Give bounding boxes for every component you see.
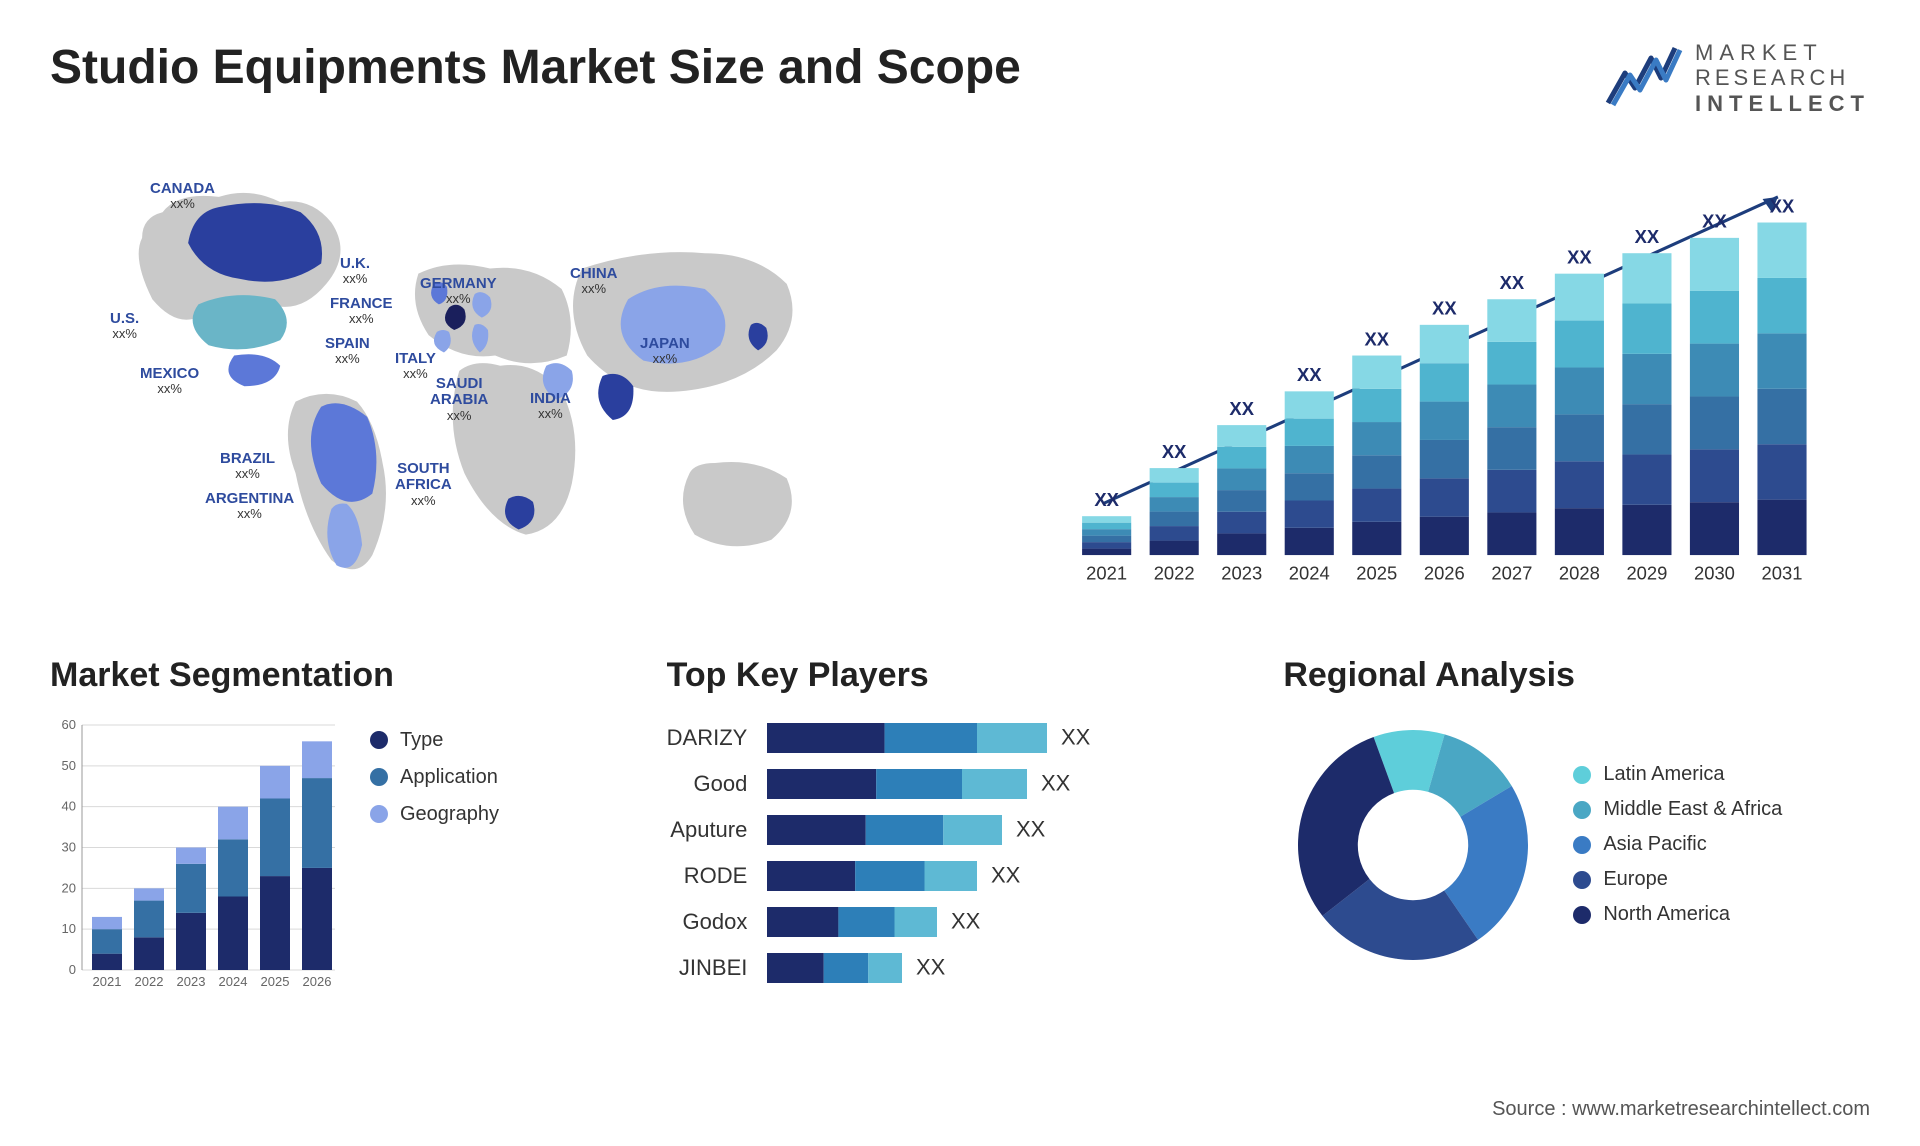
player-label-good: Good — [667, 761, 748, 807]
region-legend-middle-east-africa: Middle East & Africa — [1573, 798, 1782, 821]
svg-text:60: 60 — [62, 717, 76, 732]
segmentation-title: Market Segmentation — [50, 656, 637, 695]
svg-text:XX: XX — [1635, 226, 1660, 247]
regional-chart — [1283, 715, 1543, 975]
svg-text:XX: XX — [1365, 328, 1390, 349]
svg-text:XX: XX — [1162, 441, 1187, 462]
regional-title: Regional Analysis — [1283, 656, 1870, 695]
svg-text:40: 40 — [62, 799, 76, 814]
seg-legend-application: Application — [370, 766, 499, 789]
players-labels: DARIZYGoodAputureRODEGodoxJINBEI — [667, 715, 748, 991]
player-label-jinbei: JINBEI — [667, 945, 748, 991]
svg-text:2023: 2023 — [1221, 563, 1262, 584]
svg-text:XX: XX — [991, 862, 1021, 887]
svg-text:10: 10 — [62, 921, 76, 936]
svg-text:2031: 2031 — [1762, 563, 1803, 584]
svg-text:2022: 2022 — [135, 974, 164, 989]
seg-legend-type: Type — [370, 729, 499, 752]
map-label-china: CHINAxx% — [570, 266, 618, 297]
svg-text:2021: 2021 — [1086, 563, 1127, 584]
player-label-godox: Godox — [667, 899, 748, 945]
svg-text:2028: 2028 — [1559, 563, 1600, 584]
players-panel: Top Key Players DARIZYGoodAputureRODEGod… — [667, 656, 1254, 1005]
svg-text:2027: 2027 — [1491, 563, 1532, 584]
map-label-us: U.S.xx% — [110, 311, 139, 342]
players-title: Top Key Players — [667, 656, 1254, 695]
svg-text:30: 30 — [62, 839, 76, 854]
map-label-uk: U.K.xx% — [340, 256, 370, 287]
player-label-aputure: Aputure — [667, 807, 748, 853]
svg-text:XX: XX — [1016, 816, 1046, 841]
regional-legend: Latin America Middle East & Africa Asia Pa… — [1573, 751, 1782, 938]
regional-panel: Regional Analysis Latin America Middle Ea… — [1283, 656, 1870, 1005]
map-label-saudi: SAUDIARABIAxx% — [430, 376, 488, 423]
region-legend-europe: Europe — [1573, 868, 1782, 891]
svg-text:2023: 2023 — [177, 974, 206, 989]
svg-text:XX: XX — [1041, 770, 1071, 795]
region-legend-asia-pacific: Asia Pacific — [1573, 833, 1782, 856]
svg-text:50: 50 — [62, 758, 76, 773]
svg-text:2024: 2024 — [1289, 563, 1330, 584]
map-label-germany: GERMANYxx% — [420, 276, 497, 307]
svg-text:XX: XX — [1094, 489, 1119, 510]
svg-text:2025: 2025 — [1356, 563, 1397, 584]
svg-text:2021: 2021 — [93, 974, 122, 989]
svg-text:XX: XX — [1770, 195, 1795, 216]
logo-line2: RESEARCH — [1695, 65, 1870, 90]
svg-text:0: 0 — [69, 962, 76, 977]
map-label-canada: CANADAxx% — [150, 181, 215, 212]
logo-icon — [1603, 43, 1683, 113]
map-label-southafrica: SOUTHAFRICAxx% — [395, 461, 452, 508]
logo-line1: MARKET — [1695, 40, 1870, 65]
source-text: Source : www.marketresearchintellect.com — [1492, 1098, 1870, 1121]
map-label-india: INDIAxx% — [530, 391, 571, 422]
svg-text:20: 20 — [62, 880, 76, 895]
svg-text:2025: 2025 — [261, 974, 290, 989]
svg-text:2026: 2026 — [303, 974, 332, 989]
map-label-mexico: MEXICOxx% — [140, 366, 199, 397]
page-title: Studio Equipments Market Size and Scope — [50, 40, 1021, 95]
svg-text:XX: XX — [1567, 246, 1592, 267]
svg-text:XX: XX — [1702, 211, 1727, 232]
map-label-spain: SPAINxx% — [325, 336, 370, 367]
svg-text:2024: 2024 — [219, 974, 248, 989]
player-label-darizy: DARIZY — [667, 715, 748, 761]
player-label-rode: RODE — [667, 853, 748, 899]
map-label-japan: JAPANxx% — [640, 336, 690, 367]
svg-text:XX: XX — [916, 954, 946, 979]
svg-text:XX: XX — [1500, 272, 1525, 293]
svg-text:2030: 2030 — [1694, 563, 1735, 584]
map-label-brazil: BRAZILxx% — [220, 451, 275, 482]
region-legend-north-america: North America — [1573, 903, 1782, 926]
seg-legend-geography: Geography — [370, 803, 499, 826]
brand-logo: MARKET RESEARCH INTELLECT — [1603, 40, 1870, 116]
world-map: CANADAxx% U.S.xx%MEXICOxx% U.K.xx% FRANCExx… — [50, 156, 930, 596]
segmentation-legend: Type Application Geography — [370, 715, 499, 840]
svg-text:2029: 2029 — [1626, 563, 1667, 584]
svg-text:XX: XX — [1229, 398, 1254, 419]
svg-text:2022: 2022 — [1154, 563, 1195, 584]
svg-text:XX: XX — [1061, 724, 1091, 749]
map-label-france: FRANCExx% — [330, 296, 393, 327]
svg-text:XX: XX — [1432, 297, 1457, 318]
logo-line3: INTELLECT — [1695, 91, 1870, 116]
trend-chart: XX 2021 XX 2022 XX 2023 XX 2024 XX 2025 XX 2026 XX 20… — [990, 156, 1870, 596]
segmentation-panel: Market Segmentation 0 10 20 30 40 50 60 2021 202… — [50, 656, 637, 1005]
svg-text:2026: 2026 — [1424, 563, 1465, 584]
trend-chart-svg: XX 2021 XX 2022 XX 2023 XX 2024 XX 2025 XX 2026 XX 20… — [990, 156, 1870, 596]
svg-text:XX: XX — [1297, 364, 1322, 385]
region-legend-latin-america: Latin America — [1573, 763, 1782, 786]
players-chart: XXXXXXXXXXXX — [767, 715, 1127, 1005]
segmentation-chart: 0 10 20 30 40 50 60 2021 2022 2023 2024 2025 2026 — [50, 715, 340, 995]
svg-text:XX: XX — [951, 908, 981, 933]
map-label-argentina: ARGENTINAxx% — [205, 491, 294, 522]
